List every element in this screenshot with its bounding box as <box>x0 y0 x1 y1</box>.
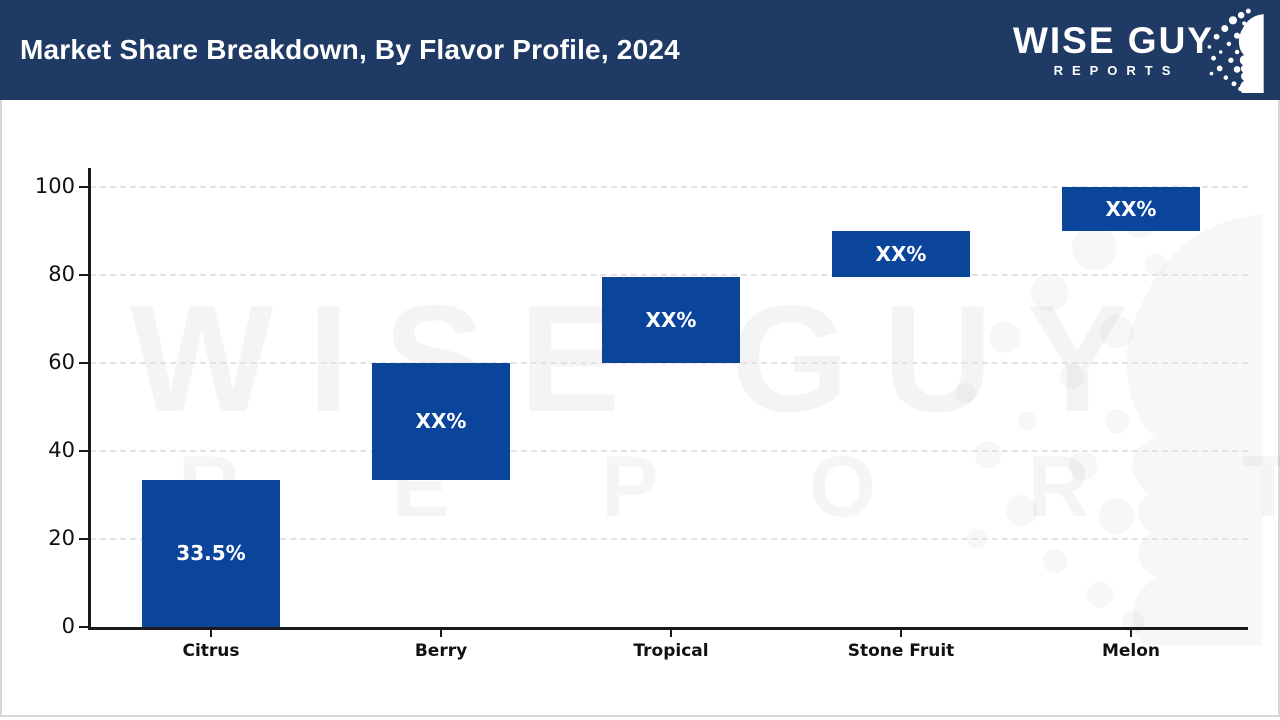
y-label-20: 20 <box>48 526 75 550</box>
x-label-citrus: Citrus <box>182 641 240 661</box>
x-tick-berry <box>440 629 442 637</box>
bar-value-label: XX% <box>645 308 697 333</box>
header-bar: Market Share Breakdown, By Flavor Profil… <box>0 0 1280 100</box>
y-tick-60 <box>79 362 88 364</box>
brand-logo: WISE GUY REPORTS <box>1013 0 1266 100</box>
x-axis <box>88 627 1248 630</box>
y-label-80: 80 <box>48 262 75 286</box>
brand-logo-text: WISE GUY REPORTS <box>1013 22 1214 78</box>
x-tick-tropical <box>670 629 672 637</box>
brand-name: WISE GUY <box>1012 20 1214 61</box>
bar-value-label: XX% <box>875 242 927 267</box>
gridline-40 <box>90 450 1248 452</box>
bar-value-label: XX% <box>415 409 467 434</box>
brand-subtitle: REPORTS <box>1053 63 1180 78</box>
y-tick-40 <box>79 450 88 452</box>
x-tick-stone-fruit <box>900 629 902 637</box>
gridline-20 <box>90 538 1248 540</box>
bar-citrus: 33.5% <box>142 479 280 627</box>
x-label-stone-fruit: Stone Fruit <box>847 641 955 661</box>
y-label-40: 40 <box>48 438 75 462</box>
bar-value-label: 33.5% <box>176 541 246 566</box>
y-label-100: 100 <box>34 174 75 198</box>
bar-tropical: XX% <box>602 277 740 363</box>
bar-berry: XX% <box>372 363 510 480</box>
x-label-berry: Berry <box>414 641 468 661</box>
x-label-tropical: Tropical <box>633 641 709 661</box>
gridline-60 <box>90 362 1248 364</box>
x-tick-citrus <box>210 629 212 637</box>
bar-melon: XX% <box>1062 187 1200 231</box>
y-tick-20 <box>79 538 88 540</box>
x-label-melon: Melon <box>1101 641 1161 661</box>
bar-value-label: XX% <box>1105 197 1157 221</box>
y-label-0: 0 <box>61 614 75 638</box>
x-tick-melon <box>1130 629 1132 637</box>
gridline-80 <box>90 274 1248 276</box>
y-label-60: 60 <box>48 350 75 374</box>
bar-stone-fruit: XX% <box>832 231 970 278</box>
dotted-face-profile-icon <box>1207 8 1264 93</box>
page-title: Market Share Breakdown, By Flavor Profil… <box>20 34 680 65</box>
watermark-subtitle-text: R E P O R T S <box>178 438 1280 537</box>
y-tick-80 <box>79 274 88 276</box>
gridline-100 <box>90 186 1248 188</box>
y-tick-100 <box>79 186 88 188</box>
y-axis <box>88 168 91 630</box>
y-tick-0 <box>79 626 88 628</box>
